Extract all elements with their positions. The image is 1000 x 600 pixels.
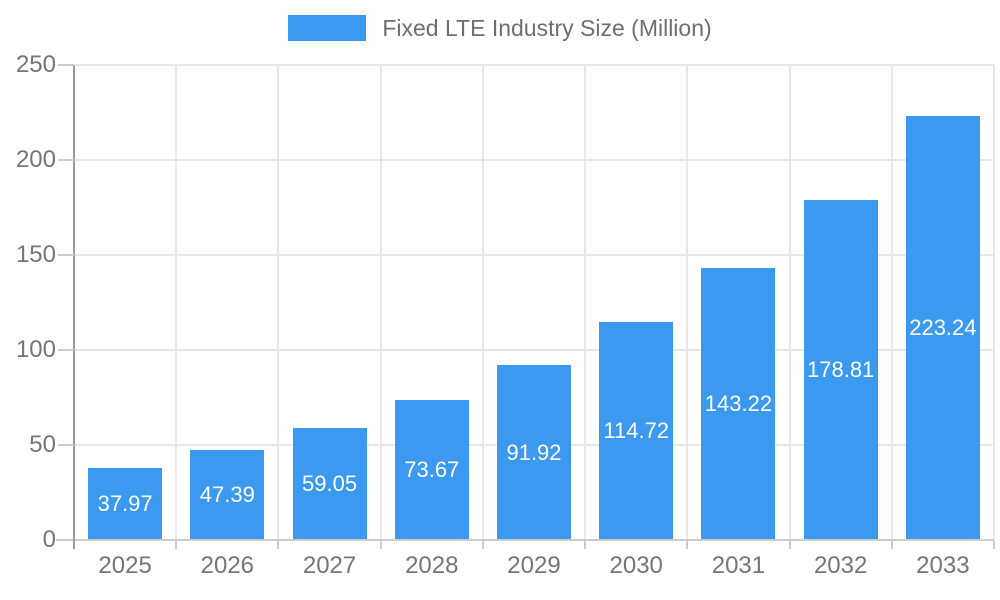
x-gridline <box>788 65 791 540</box>
bar[interactable]: 91.92 <box>497 365 571 540</box>
x-axis-label: 2031 <box>711 552 766 579</box>
x-gridline <box>379 65 382 540</box>
x-gridline <box>993 65 995 540</box>
y-axis-label: 100 <box>15 336 56 363</box>
y-tick <box>58 254 74 256</box>
x-tick <box>379 541 382 549</box>
y-axis-label: 200 <box>15 146 56 173</box>
y-axis-line <box>73 65 75 549</box>
x-tick <box>686 541 689 549</box>
y-tick <box>58 64 74 66</box>
y-gridline <box>74 64 994 66</box>
legend-label: Fixed LTE Industry Size (Million) <box>382 15 712 41</box>
bar-value-label: 143.22 <box>704 390 773 416</box>
x-axis-line <box>56 539 994 541</box>
x-axis-label: 2025 <box>98 552 152 579</box>
x-gridline <box>175 65 178 540</box>
bar[interactable]: 73.67 <box>394 400 469 540</box>
x-tick <box>788 541 791 549</box>
bar-value-label: 178.81 <box>807 357 875 383</box>
x-gridline <box>481 65 484 540</box>
x-tick <box>993 541 995 549</box>
plot-area: 37.97 47.39 59.05 73.67 91.92 114.72 143.22 178… <box>74 64 995 540</box>
x-tick <box>890 541 893 549</box>
y-axis-label: 0 <box>42 526 56 553</box>
bar[interactable]: 59.05 <box>292 427 367 540</box>
bar-value-label: 91.92 <box>506 439 562 465</box>
bar[interactable]: 223.24 <box>905 115 980 540</box>
y-tick <box>58 349 74 351</box>
bar-value-label: 47.39 <box>199 481 255 507</box>
x-axis-label: 2032 <box>813 552 868 579</box>
bar[interactable]: 37.97 <box>88 467 163 540</box>
bar-value-label: 59.05 <box>302 470 358 496</box>
x-tick <box>584 541 587 549</box>
x-axis-label: 2030 <box>609 552 663 579</box>
x-axis-label: 2027 <box>302 552 357 579</box>
y-gridline <box>74 159 994 161</box>
bar[interactable]: 178.81 <box>803 200 878 540</box>
y-axis-label: 150 <box>15 241 56 268</box>
bar[interactable]: 47.39 <box>190 449 265 540</box>
x-tick <box>277 541 280 549</box>
y-axis-label: 250 <box>15 51 56 78</box>
bar-value-label: 37.97 <box>97 490 153 516</box>
x-tick <box>481 541 484 549</box>
y-gridline <box>74 254 994 256</box>
x-tick <box>175 541 178 549</box>
x-gridline <box>890 65 893 540</box>
y-tick <box>58 444 74 446</box>
bar-value-label: 223.24 <box>909 314 977 340</box>
x-gridline <box>584 65 587 540</box>
x-gridline <box>277 65 280 540</box>
legend-swatch <box>288 15 367 41</box>
x-gridline <box>686 65 689 540</box>
bar-value-label: 114.72 <box>603 418 670 444</box>
y-axis-label: 50 <box>29 431 56 458</box>
y-tick <box>58 159 74 161</box>
bar-value-label: 73.67 <box>404 457 460 483</box>
legend[interactable]: Fixed LTE Industry Size (Million) <box>0 14 1000 42</box>
y-gridline <box>74 349 994 351</box>
bar[interactable]: 143.22 <box>701 267 776 540</box>
bar[interactable]: 114.72 <box>599 322 674 540</box>
x-axis-label: 2028 <box>405 552 459 579</box>
x-axis-label: 2029 <box>507 552 561 579</box>
x-axis-label: 2033 <box>916 552 970 579</box>
x-axis-label: 2026 <box>200 552 255 579</box>
